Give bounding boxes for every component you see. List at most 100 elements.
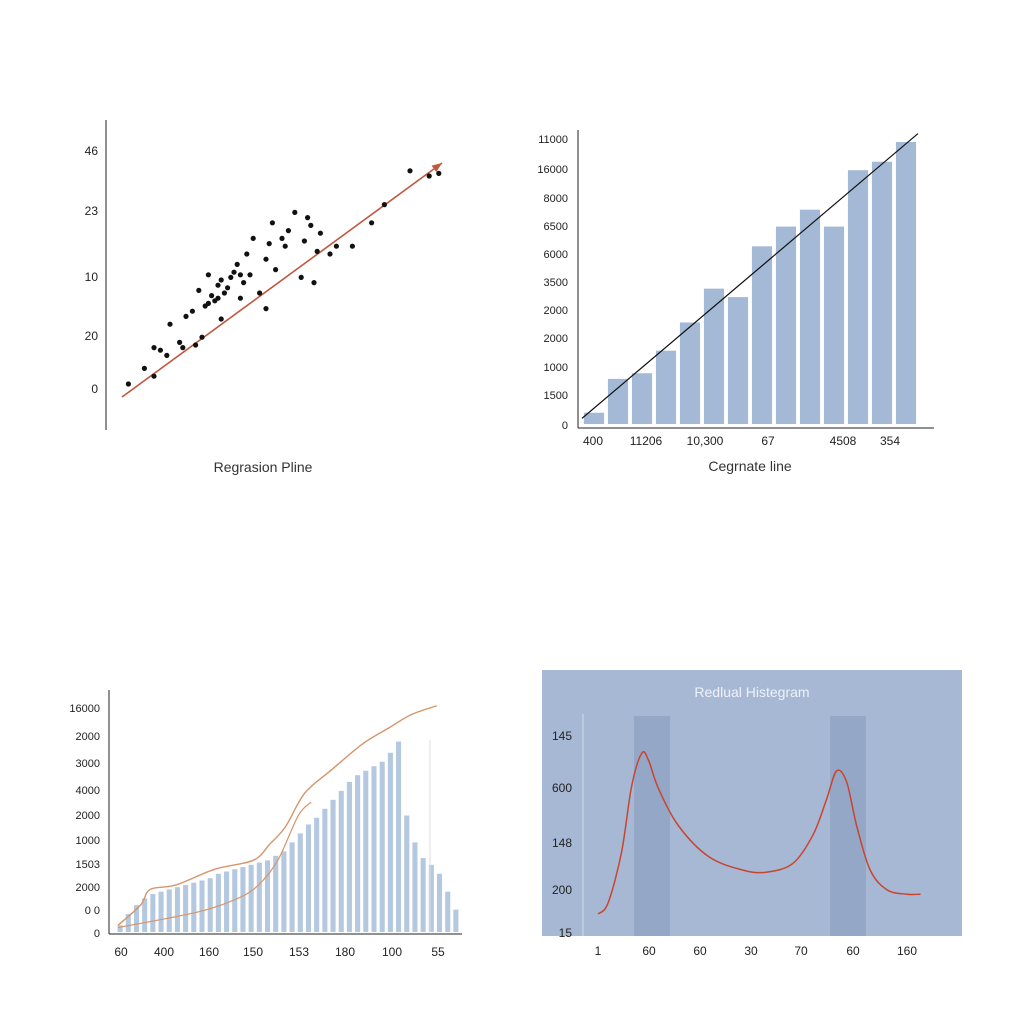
bar <box>371 766 377 932</box>
data-point <box>279 235 285 241</box>
data-point <box>231 269 237 275</box>
bar <box>847 170 869 424</box>
bar <box>445 891 451 932</box>
residual-curve <box>597 750 921 915</box>
bar <box>133 905 140 932</box>
bar <box>183 884 189 932</box>
data-point <box>266 241 272 247</box>
bar <box>158 891 164 932</box>
bar <box>363 770 369 932</box>
data-point <box>183 313 189 319</box>
bar <box>232 869 238 932</box>
dense-y-tick: 1000 <box>76 835 100 847</box>
bar <box>322 808 328 932</box>
bar <box>412 842 418 932</box>
bar-y-tick: 2000 <box>544 305 568 317</box>
data-point <box>349 243 355 249</box>
data-point <box>196 287 202 293</box>
bar <box>289 842 295 932</box>
dense-x-tick: 160 <box>199 945 219 959</box>
dense-x-tick: 55 <box>431 945 445 959</box>
data-point <box>215 282 221 288</box>
scatter-y-tick: 10 <box>85 270 99 284</box>
data-point <box>285 228 291 234</box>
data-point <box>327 251 333 257</box>
bar <box>281 851 287 932</box>
bar-y-tick: 11000 <box>538 134 568 146</box>
data-point <box>305 215 311 221</box>
bar <box>396 741 402 932</box>
dense-x-tick: 100 <box>382 945 402 959</box>
bar <box>248 864 254 932</box>
panel-y-tick: 200 <box>552 883 572 897</box>
highlight-band <box>830 716 866 936</box>
bar <box>428 864 434 932</box>
panel-y-tick: 15 <box>559 926 573 940</box>
upper-curve <box>117 705 438 926</box>
data-point <box>426 173 432 179</box>
data-point <box>218 316 224 322</box>
data-point <box>314 248 320 254</box>
data-point <box>151 345 157 351</box>
bar <box>871 161 893 425</box>
panel-x-tick: 160 <box>897 944 917 958</box>
bar <box>174 887 180 932</box>
dense-y-tick: 1503 <box>76 859 100 871</box>
data-point <box>301 238 307 244</box>
data-point <box>407 168 413 174</box>
data-point <box>167 321 173 327</box>
data-point <box>189 308 195 314</box>
scatter-y-tick: 23 <box>85 204 99 218</box>
data-point <box>241 280 247 286</box>
bar-chart-trend: 11000 16000 8000 6500 6000 3500 2000 200… <box>537 130 934 474</box>
dense-y-tick: 2000 <box>76 810 100 822</box>
bar-x-tick: 4508 <box>830 434 857 448</box>
bar-x-tick: 400 <box>583 434 603 448</box>
data-point <box>317 230 323 236</box>
bar-y-tick: 2000 <box>544 333 568 345</box>
data-point <box>250 235 256 241</box>
regression-line <box>121 162 443 398</box>
lower-curve <box>117 801 312 929</box>
panel-x-tick: 1 <box>595 944 602 958</box>
bar <box>338 790 344 932</box>
bar <box>823 226 845 424</box>
dense-y-tick: 2000 <box>76 731 100 743</box>
bar <box>314 817 320 932</box>
bar-y-tick: 3500 <box>544 277 568 289</box>
data-point <box>237 295 243 301</box>
data-point <box>244 251 250 257</box>
scatter-y-tick: 46 <box>85 144 99 158</box>
scatter-caption: Regrasion Pline <box>214 459 313 475</box>
data-point <box>273 267 279 273</box>
bar <box>727 297 749 424</box>
scatter-chart: 46 23 10 20 0 Regrasion Pline <box>85 120 443 475</box>
dense-x-tick: 180 <box>335 945 355 959</box>
bar <box>215 873 221 932</box>
bar <box>297 833 303 932</box>
bar-caption: Cegrnate line <box>708 458 791 474</box>
dense-y-tick: 0 0 <box>85 905 100 917</box>
dense-x-tick: 153 <box>289 945 309 959</box>
bar <box>436 873 443 932</box>
bar-y-tick: 6500 <box>544 221 568 233</box>
data-point <box>369 220 375 226</box>
data-point <box>237 272 243 278</box>
bar <box>679 322 701 424</box>
panel-x-tick: 60 <box>846 944 860 958</box>
panel-background <box>542 670 962 936</box>
bar <box>703 288 725 424</box>
bar <box>453 909 459 932</box>
bar <box>273 855 279 932</box>
data-point <box>164 352 170 358</box>
bar-chart-curves: 16000 2000 3000 4000 2000 1000 1503 2000… <box>69 690 462 959</box>
bar <box>125 914 131 932</box>
panel-y-tick: 148 <box>552 836 572 850</box>
data-point <box>205 272 211 278</box>
bar-y-tick: 0 <box>562 420 568 432</box>
bar <box>607 378 629 424</box>
data-point <box>263 306 269 312</box>
scatter-y-tick: 20 <box>85 329 99 343</box>
data-point <box>257 290 263 296</box>
